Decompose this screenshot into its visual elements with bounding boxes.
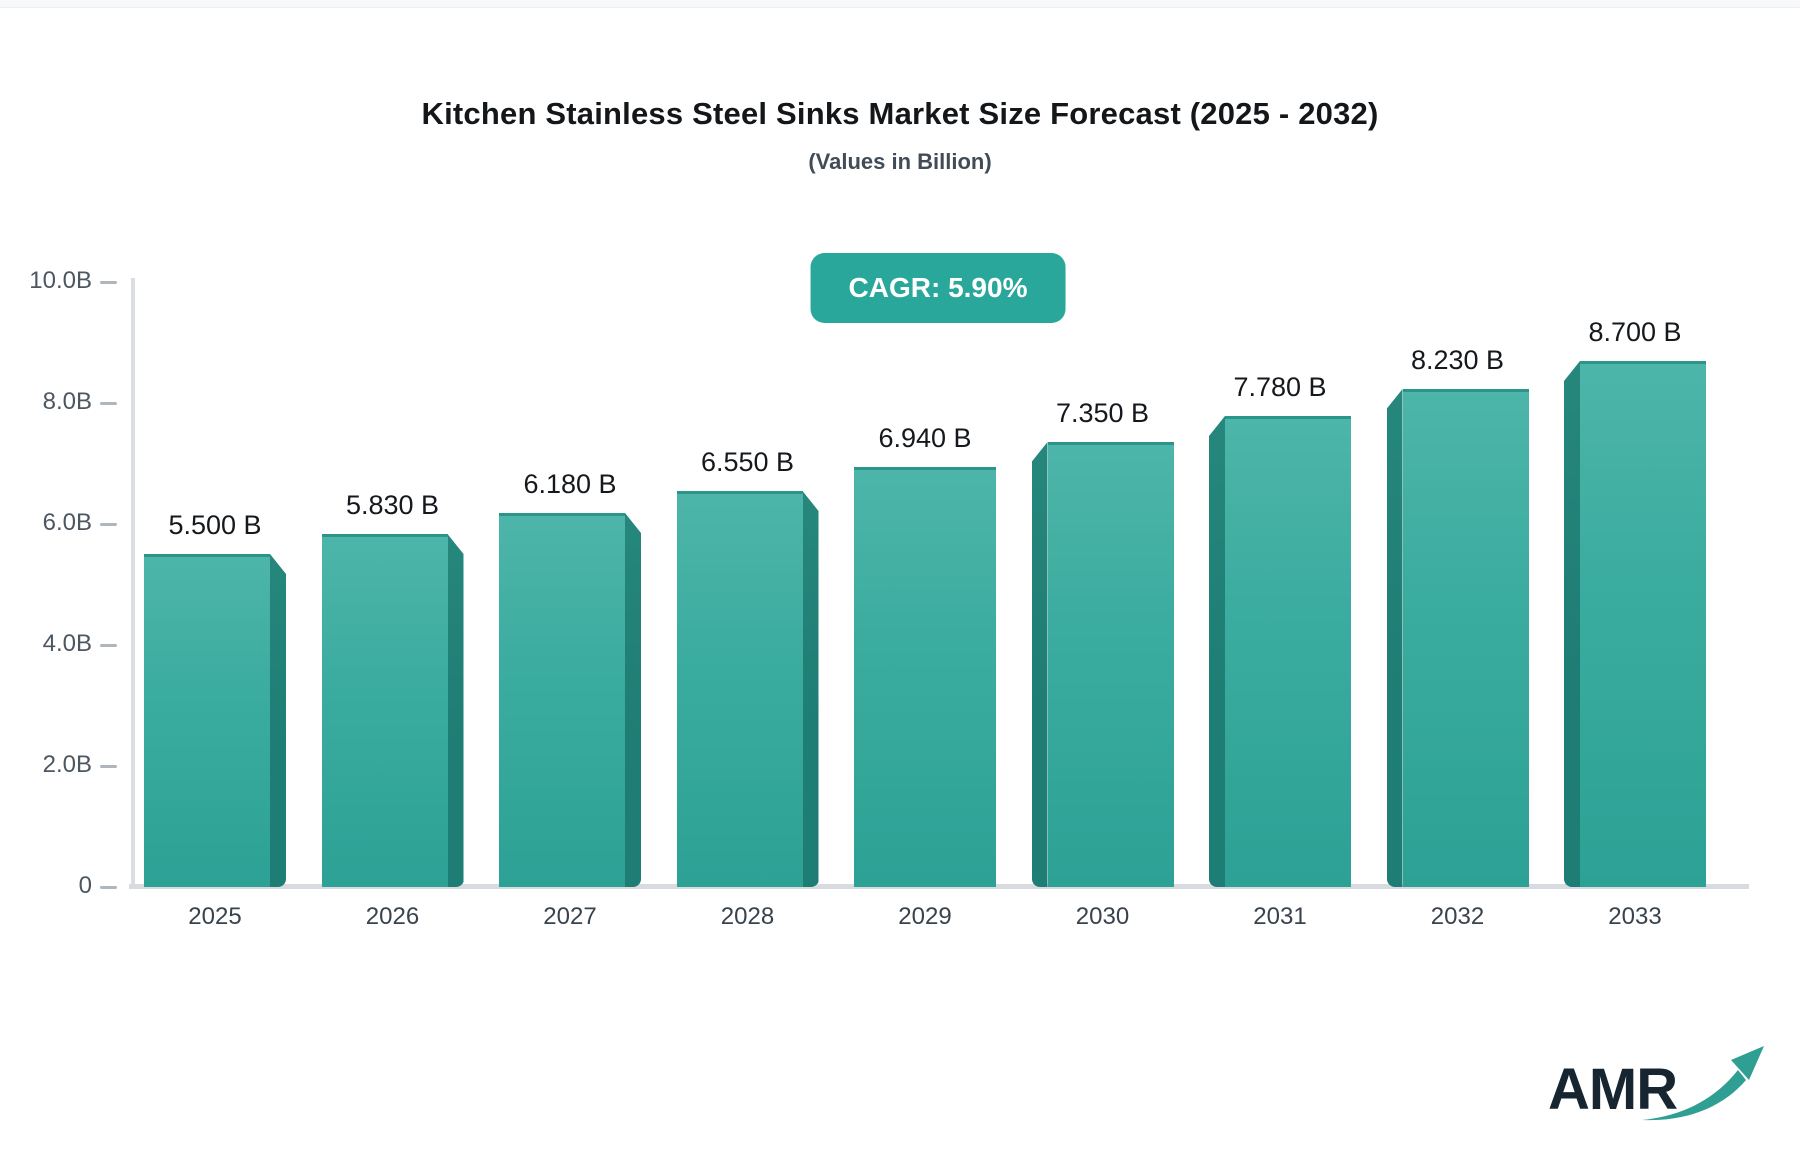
logo-arrow-icon — [1642, 1046, 1764, 1121]
chart-title: Kitchen Stainless Steel Sinks Market Siz… — [421, 96, 1379, 131]
bar-value-label: 5.500 B — [168, 510, 262, 540]
x-axis-label: 2033 — [1608, 903, 1662, 930]
bar-value-label: 6.550 B — [700, 447, 795, 477]
y-axis-line — [131, 278, 135, 889]
x-axis-label: 2025 — [188, 903, 242, 930]
bar-side-shade — [802, 491, 819, 887]
bar-2025 — [144, 554, 286, 887]
bar-value-label: 7.350 B — [1055, 398, 1150, 428]
bar-side-shade — [270, 554, 286, 887]
bar-2028 — [676, 491, 819, 887]
y-axis-tick-label: 0 — [78, 872, 92, 899]
y-axis-tick-label: 6.0B — [42, 509, 92, 536]
bar-side-shade — [447, 534, 464, 887]
bar-face — [1402, 389, 1529, 887]
x-axis-label: 2032 — [1430, 903, 1485, 930]
y-axis-tick-mark — [100, 765, 117, 768]
bar-2033 — [1564, 361, 1706, 887]
bar-value-label: 8.230 B — [1410, 345, 1505, 375]
y-axis-tick-label: 8.0B — [42, 388, 92, 415]
chart-subtitle: (Values in Billion) — [808, 149, 992, 174]
y-axis-tick-mark — [100, 644, 117, 647]
bar-value-label: 6.180 B — [523, 469, 617, 499]
window-top-edge — [0, 0, 1800, 8]
bar-value-label: 6.940 B — [878, 423, 972, 453]
bar-side-shade — [1386, 389, 1403, 887]
bar-2032 — [1386, 389, 1529, 887]
bar-face — [1580, 361, 1706, 887]
bar-value-label: 7.780 B — [1233, 372, 1327, 402]
bar-value-label: 8.700 B — [1588, 317, 1682, 347]
bar-2026 — [321, 534, 464, 887]
x-axis-label: 2027 — [543, 903, 597, 930]
bar-face — [1225, 416, 1351, 887]
bar-face — [1047, 442, 1174, 887]
y-axis-tick-label: 4.0B — [42, 630, 92, 657]
bar-face — [676, 491, 803, 887]
cagr-badge: CAGR: 5.90% — [810, 253, 1066, 323]
y-axis-tick-label: 10.0B — [29, 267, 92, 294]
x-axis-label: 2030 — [1075, 903, 1130, 930]
x-axis-label: 2026 — [365, 903, 420, 930]
bar-2030 — [1031, 442, 1174, 887]
bar-face — [144, 554, 270, 887]
x-axis-label: 2029 — [898, 903, 952, 930]
bar-2029 — [854, 467, 996, 887]
bar-face — [854, 467, 996, 887]
bar-side-shade — [1564, 361, 1580, 887]
amr-logo: AMR — [1548, 1046, 1764, 1142]
y-axis-tick-mark — [100, 281, 117, 284]
bar-face — [499, 513, 625, 887]
bar-2031 — [1209, 416, 1351, 887]
y-axis-tick-mark — [100, 523, 117, 526]
x-axis-label: 2028 — [720, 903, 775, 930]
bar-2027 — [499, 513, 641, 887]
bar-face — [321, 534, 448, 887]
y-axis-tick-label: 2.0B — [42, 751, 92, 778]
bar-side-shade — [1209, 416, 1225, 887]
bar-value-label: 5.830 B — [345, 490, 440, 520]
bar-side-shade — [625, 513, 641, 887]
y-axis-tick-mark — [100, 402, 117, 405]
y-axis-tick-mark — [100, 886, 117, 889]
bar-side-shade — [1031, 442, 1048, 887]
x-axis-label: 2031 — [1253, 903, 1307, 930]
logo-text: AMR — [1548, 1057, 1678, 1122]
